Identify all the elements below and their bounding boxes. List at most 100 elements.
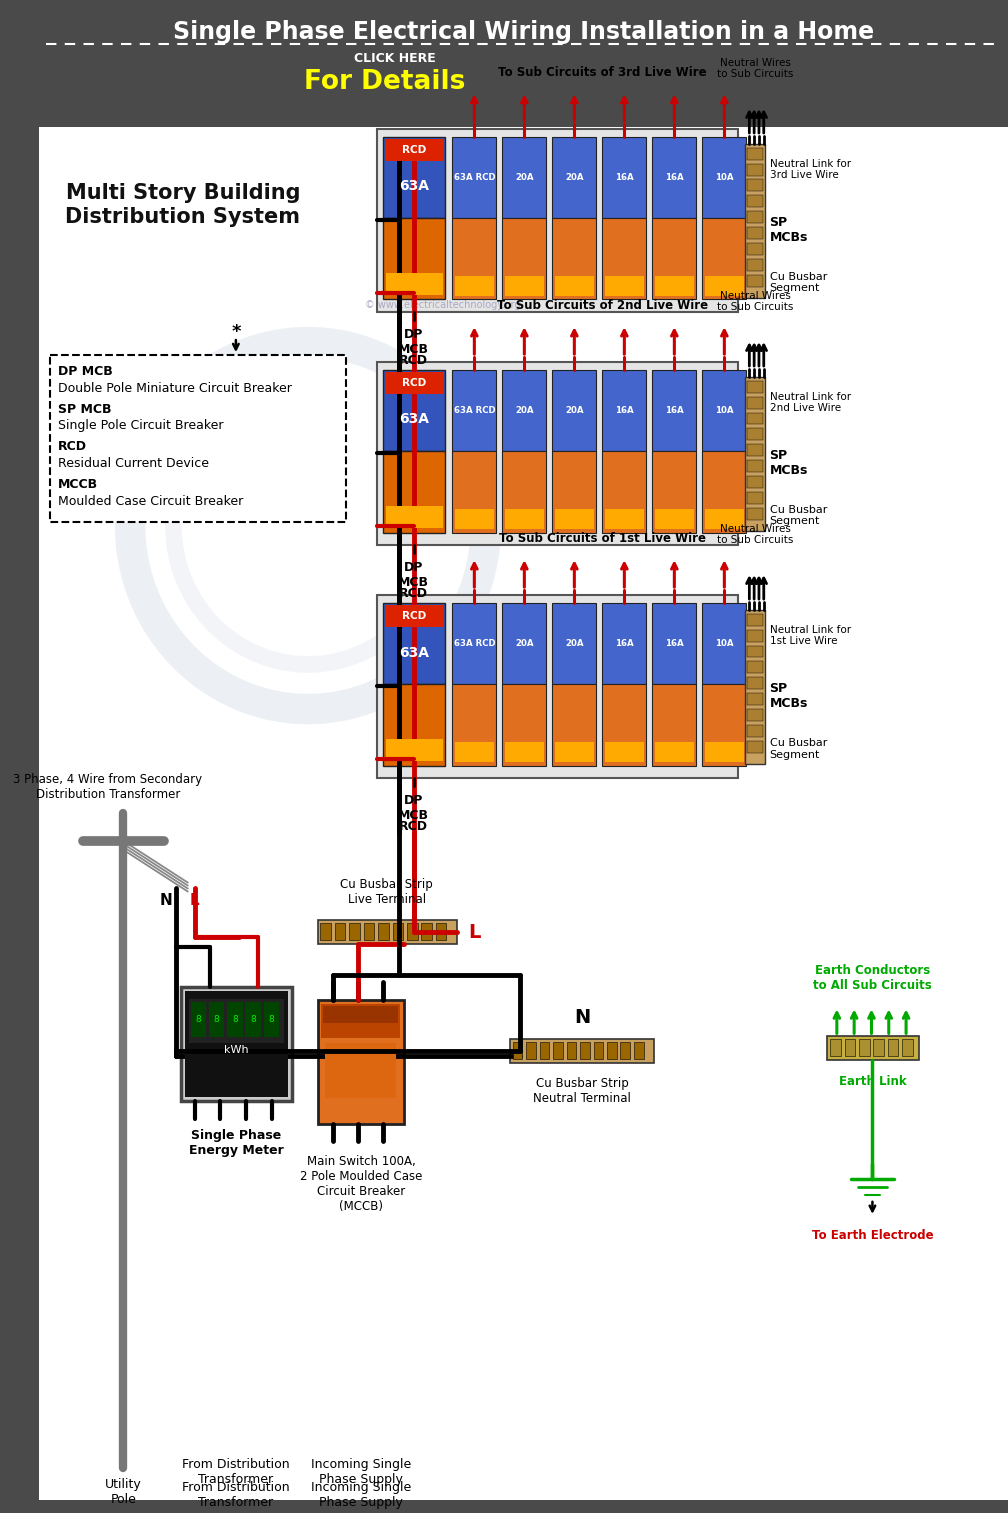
Bar (655, 741, 694, 761)
Bar (747, 741, 763, 752)
Text: 20A: 20A (515, 638, 533, 648)
Text: 20A: 20A (515, 172, 533, 182)
Text: 8: 8 (196, 1015, 202, 1024)
Bar (747, 508, 763, 519)
Text: 63A RCD: 63A RCD (454, 172, 495, 182)
Bar (552, 218, 597, 300)
Bar (38, 0, 1008, 127)
Bar (703, 451, 747, 533)
Bar (383, 451, 446, 533)
Bar (746, 144, 765, 298)
Bar (350, 923, 360, 940)
Bar (747, 460, 763, 472)
Bar (209, 1002, 225, 1038)
Bar (555, 741, 594, 761)
Bar (510, 1039, 654, 1064)
Text: Neutral Link for
3rd Live Wire: Neutral Link for 3rd Live Wire (769, 159, 851, 180)
Text: 63A RCD: 63A RCD (454, 405, 495, 415)
Bar (746, 377, 765, 531)
Bar (318, 1000, 404, 1124)
Bar (383, 136, 446, 218)
Text: SP
MCBs: SP MCBs (769, 216, 807, 244)
Bar (453, 451, 497, 533)
Bar (828, 1036, 918, 1061)
Text: RCD: RCD (399, 354, 428, 368)
Bar (703, 604, 747, 684)
Bar (602, 684, 646, 766)
Bar (634, 1042, 643, 1059)
Bar (581, 1042, 590, 1059)
Text: Earth Conductors
to All Sub Circuits: Earth Conductors to All Sub Circuits (813, 964, 931, 991)
Bar (746, 610, 765, 764)
Bar (526, 1042, 536, 1059)
Text: 10A: 10A (715, 172, 734, 182)
Bar (385, 372, 444, 393)
Text: 20A: 20A (515, 405, 533, 415)
Text: L: L (190, 893, 200, 908)
Text: To Sub Circuits of 1st Live Wire: To Sub Circuits of 1st Live Wire (499, 533, 706, 545)
Bar (652, 218, 697, 300)
Bar (552, 684, 597, 766)
Text: 8: 8 (268, 1015, 274, 1024)
Text: Neutral Wires
to Sub Circuits: Neutral Wires to Sub Circuits (717, 57, 793, 79)
Bar (703, 684, 747, 766)
FancyBboxPatch shape (50, 356, 347, 522)
Text: DP MCB: DP MCB (58, 365, 113, 378)
Bar (902, 1039, 913, 1056)
Bar (383, 604, 446, 684)
Bar (505, 508, 543, 528)
Text: RCD: RCD (401, 611, 426, 620)
Text: 16A: 16A (665, 405, 683, 415)
Bar (602, 218, 646, 300)
Bar (552, 604, 597, 684)
Bar (859, 1039, 870, 1056)
Text: 10A: 10A (715, 638, 734, 648)
Bar (335, 923, 346, 940)
Bar (747, 275, 763, 286)
Text: 8: 8 (214, 1015, 220, 1024)
Bar (502, 136, 546, 218)
Text: N: N (574, 1008, 590, 1027)
Bar (378, 923, 389, 940)
Bar (421, 923, 432, 940)
Bar (377, 129, 738, 312)
Bar (326, 1044, 396, 1098)
Text: L: L (469, 923, 481, 941)
Bar (747, 428, 763, 440)
Text: 16A: 16A (665, 638, 683, 648)
Bar (747, 163, 763, 176)
Bar (605, 508, 643, 528)
Text: SP MCB: SP MCB (58, 402, 112, 416)
Bar (747, 413, 763, 425)
Text: 63A: 63A (399, 413, 428, 427)
Bar (552, 136, 597, 218)
Bar (377, 595, 738, 779)
Bar (392, 923, 403, 940)
Text: RCD: RCD (401, 145, 426, 154)
Text: Earth Link: Earth Link (839, 1074, 906, 1088)
Bar (383, 218, 446, 300)
Text: Neutral Link for
2nd Live Wire: Neutral Link for 2nd Live Wire (769, 392, 851, 413)
Bar (706, 275, 744, 295)
Bar (539, 1042, 549, 1059)
Bar (386, 738, 443, 761)
Bar (747, 212, 763, 222)
Bar (386, 272, 443, 295)
Bar (652, 369, 697, 451)
Bar (605, 275, 643, 295)
Text: Cu Busbar Strip
Neutral Terminal: Cu Busbar Strip Neutral Terminal (533, 1077, 631, 1104)
Bar (747, 629, 763, 642)
Text: 63A RCD: 63A RCD (454, 638, 495, 648)
Bar (655, 508, 694, 528)
Bar (555, 275, 594, 295)
Bar (227, 1002, 243, 1038)
Bar (594, 1042, 603, 1059)
Bar (455, 508, 494, 528)
Bar (453, 218, 497, 300)
Bar (553, 1042, 562, 1059)
Text: To Sub Circuits of 3rd Live Wire: To Sub Circuits of 3rd Live Wire (498, 67, 707, 79)
Text: For Details: For Details (304, 70, 466, 95)
Text: 63A: 63A (399, 646, 428, 660)
Text: Neutral Wires
to Sub Circuits: Neutral Wires to Sub Circuits (717, 290, 793, 312)
Text: SP
MCBs: SP MCBs (769, 449, 807, 477)
